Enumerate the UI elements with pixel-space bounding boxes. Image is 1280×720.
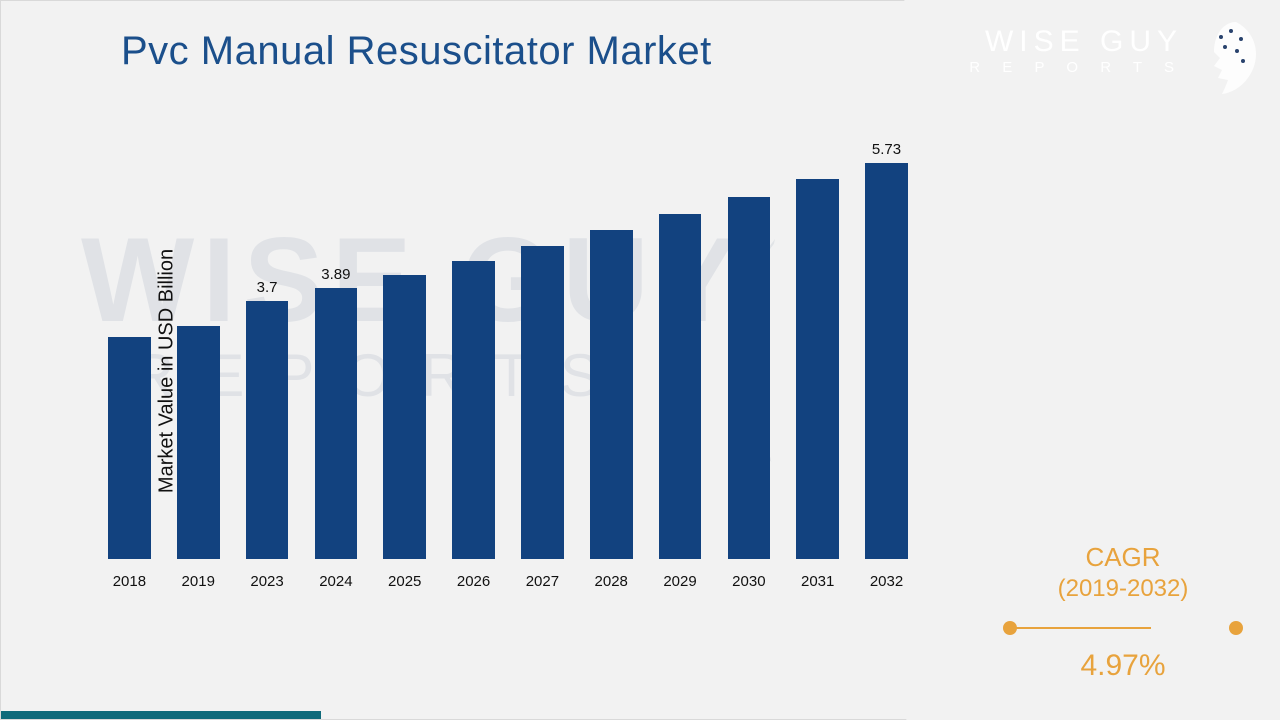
bar-2024: 3.89	[301, 141, 370, 559]
x-tick-2027: 2027	[508, 563, 577, 601]
bar-chart: Market Value in USD Billion 3.73.895.73 …	[51, 141, 921, 601]
x-tick-2024: 2024	[301, 563, 370, 601]
x-tick-2031: 2031	[783, 563, 852, 601]
bars-container: 3.7 3.89 5.73	[95, 141, 921, 559]
logo-line-1: WISE GUY	[969, 27, 1183, 57]
brand-logo: WISE GUY R E P O R T S	[969, 17, 1261, 76]
bar-2027	[508, 141, 577, 559]
x-tick-2023: 2023	[233, 563, 302, 601]
x-tick-2019: 2019	[164, 563, 233, 601]
x-tick-2026: 2026	[439, 563, 508, 601]
bar-rect	[452, 261, 495, 559]
x-tick-2029: 2029	[646, 563, 715, 601]
bar-2023: 3.7	[233, 141, 302, 559]
bar-2025	[370, 141, 439, 559]
bottom-accent	[1, 711, 321, 719]
bar-2026	[439, 141, 508, 559]
bar-rect	[796, 179, 839, 559]
bar-rect	[521, 246, 564, 560]
bar-rect	[659, 214, 702, 559]
bar-2019	[164, 141, 233, 559]
cagr-dot-left	[1003, 621, 1017, 635]
logo-line-2: R E P O R T S	[969, 59, 1183, 76]
cagr-divider-bar	[1005, 627, 1151, 629]
bar-rect	[383, 275, 426, 559]
x-ticks: 2018201920232024202520262027202820292030…	[95, 563, 921, 601]
bar-2030	[714, 141, 783, 559]
bar-2028	[577, 141, 646, 559]
bar-value-label: 3.7	[257, 279, 278, 297]
x-tick-2025: 2025	[370, 563, 439, 601]
report-card: Pvc Manual Resuscitator Market WISE GUY …	[0, 0, 1280, 720]
bar-rect	[177, 326, 220, 559]
bar-rect	[865, 163, 908, 559]
cagr-period: (2019-2032)	[965, 575, 1280, 603]
bar-rect	[590, 230, 633, 559]
cagr-divider	[1005, 621, 1241, 635]
bar-rect	[108, 337, 151, 559]
x-tick-2032: 2032	[852, 563, 921, 601]
bar-2031	[783, 141, 852, 559]
cagr-label: CAGR	[965, 542, 1280, 573]
bar-value-label: 5.73	[872, 141, 901, 159]
bar-rect	[728, 197, 771, 559]
bar-2018	[95, 141, 164, 559]
x-tick-2028: 2028	[577, 563, 646, 601]
bar-rect	[315, 288, 358, 559]
cagr-value: 4.97%	[965, 649, 1280, 683]
bar-2029	[646, 141, 715, 559]
cagr-dot-right	[1229, 621, 1243, 635]
x-tick-2030: 2030	[714, 563, 783, 601]
bar-value-label: 3.89	[321, 266, 350, 284]
plot-area: 3.7 3.89 5.73	[95, 141, 921, 559]
bar-rect	[246, 301, 289, 559]
chart-title: Pvc Manual Resuscitator Market	[121, 29, 712, 74]
cagr-box: CAGR (2019-2032) 4.97%	[965, 542, 1280, 683]
bar-2032: 5.73	[852, 141, 921, 559]
right-panel: WISE GUY R E P O R T S CAGR (2019-2032) …	[965, 0, 1280, 720]
x-tick-2018: 2018	[95, 563, 164, 601]
